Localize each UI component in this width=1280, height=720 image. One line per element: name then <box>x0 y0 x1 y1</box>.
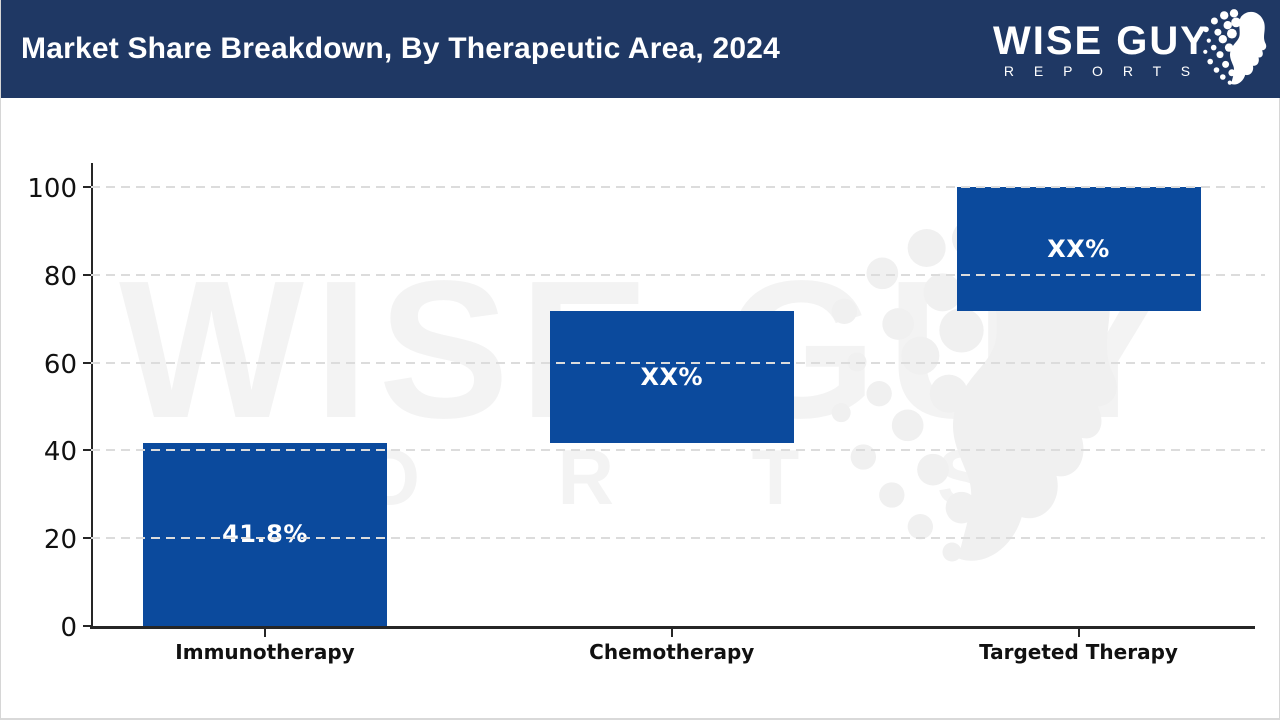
y-tick-label: 60 <box>43 349 77 380</box>
bar-value-label: 41.8% <box>222 520 308 549</box>
y-axis-line <box>91 163 93 628</box>
brand-face-icon <box>1203 9 1267 85</box>
y-tick <box>83 273 91 276</box>
x-tick <box>264 629 266 637</box>
x-category-label: Chemotherapy <box>589 640 755 664</box>
bar: XX% <box>549 310 794 443</box>
header-bar: Market Share Breakdown, By Therapeutic A… <box>1 0 1280 98</box>
brand-logo: WISE GUY R E P O R T S <box>993 6 1273 92</box>
y-tick-label: 80 <box>43 261 77 292</box>
gridline <box>91 449 1265 452</box>
x-tick <box>1077 629 1080 637</box>
x-tick <box>670 629 673 637</box>
brand-logo-text: WISE GUY R E P O R T S <box>993 20 1209 79</box>
y-tick <box>83 361 91 364</box>
x-axis-line <box>90 626 1255 629</box>
bar-value-label: XX% <box>1047 235 1110 264</box>
gridline <box>91 361 1265 364</box>
brand-name: WISE GUY <box>992 18 1209 63</box>
y-tick-label: 0 <box>60 613 77 643</box>
bar: 41.8% <box>143 442 387 626</box>
y-tick <box>83 537 91 540</box>
y-tick-label: 20 <box>43 525 77 556</box>
y-tick <box>83 625 91 627</box>
bar-value-label: XX% <box>640 362 704 391</box>
gridline <box>91 273 1265 276</box>
y-tick <box>83 449 91 452</box>
bar: XX% <box>956 187 1201 311</box>
y-tick-label: 40 <box>43 437 77 468</box>
x-category-label: Immunotherapy <box>175 640 355 664</box>
y-tick-label: 100 <box>27 174 77 205</box>
y-tick <box>83 186 91 189</box>
gridline <box>91 186 1265 189</box>
brand-subname: R E P O R T S <box>1003 62 1199 79</box>
page-title: Market Share Breakdown, By Therapeutic A… <box>21 32 780 65</box>
x-category-label: Targeted Therapy <box>979 640 1178 664</box>
gridline <box>91 537 1265 540</box>
plot-area: 41.8% XX% XX% Immunotherapy Chemotherapy… <box>1 98 1280 718</box>
